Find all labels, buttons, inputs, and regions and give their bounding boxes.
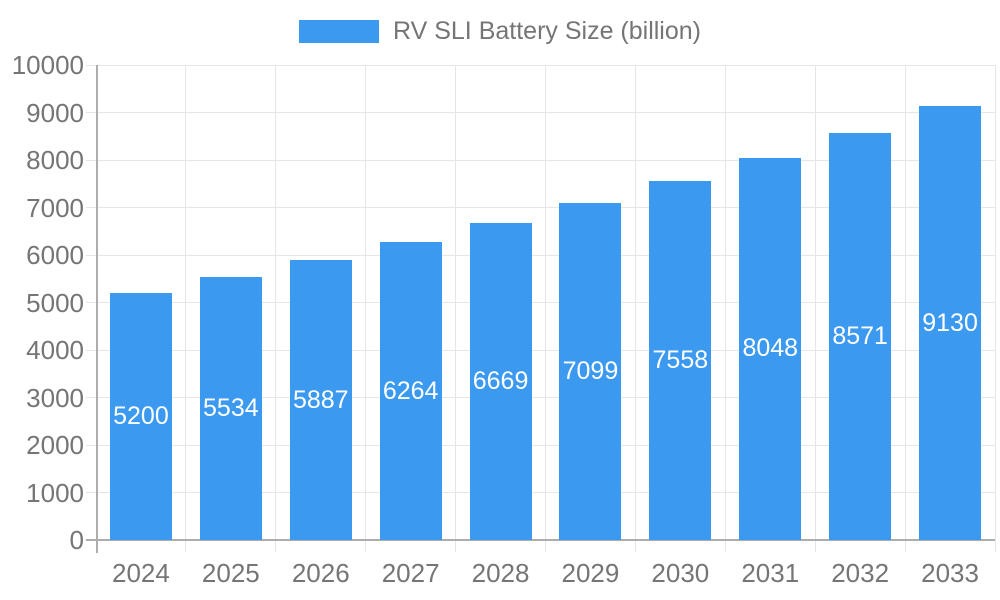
gridline-vertical (545, 65, 546, 552)
y-axis-tick-label: 3000 (26, 382, 84, 413)
bar-value-label: 8571 (832, 321, 888, 350)
y-axis-tick-label: 6000 (26, 240, 84, 270)
gridline-vertical (634, 65, 636, 552)
bar-value-label: 9130 (922, 308, 978, 337)
x-axis-line (86, 539, 995, 541)
y-axis-tick-label: 8000 (26, 145, 84, 175)
y-axis-tick-label: 7000 (26, 192, 84, 223)
gridline-vertical (455, 65, 457, 552)
gridline-horizontal (86, 207, 995, 208)
gridline-horizontal (86, 302, 995, 303)
x-axis-tick-label: 2025 (201, 558, 260, 588)
gridline-vertical (275, 65, 277, 552)
bar[interactable]: 7558 (649, 181, 712, 540)
y-axis-tick-label: 9000 (26, 97, 84, 128)
gridline-horizontal (86, 492, 995, 493)
gridline-horizontal (86, 159, 995, 161)
x-axis-tick-label: 2024 (112, 558, 170, 588)
bar[interactable]: 6264 (379, 242, 442, 540)
x-axis-tick-label: 2026 (291, 558, 350, 588)
x-axis-tick-label: 2028 (471, 558, 530, 588)
bar[interactable]: 6669 (469, 223, 532, 540)
bar[interactable]: 8048 (739, 157, 802, 540)
bar-value-label: 5200 (113, 402, 169, 430)
x-axis-tick-label: 2033 (921, 558, 979, 588)
bar-value-label: 8048 (742, 334, 799, 363)
gridline-vertical (994, 65, 996, 552)
bar[interactable]: 9130 (919, 106, 982, 540)
gridline-horizontal (86, 349, 995, 351)
bar[interactable]: 5200 (109, 293, 172, 540)
y-axis-tick-label: 0 (69, 525, 84, 555)
gridline-vertical (365, 65, 367, 552)
x-axis-tick-label: 2027 (381, 558, 440, 588)
legend[interactable]: RV SLI Battery Size (billion) (0, 17, 1000, 45)
bar[interactable]: 7099 (559, 202, 622, 540)
gridline-vertical (724, 65, 726, 552)
bar[interactable]: 5534 (199, 277, 262, 540)
gridline-horizontal (86, 64, 995, 66)
x-axis-tick-label: 2030 (651, 558, 710, 588)
bar[interactable]: 8571 (829, 132, 892, 540)
gridline-horizontal (86, 112, 995, 113)
bar-value-label: 5534 (203, 394, 259, 423)
y-axis-tick-label: 4000 (26, 335, 84, 365)
bar-value-label: 6669 (472, 367, 529, 396)
bar-value-label: 6264 (382, 376, 439, 405)
bar-value-label: 5887 (292, 385, 349, 414)
y-axis-tick-label: 2000 (26, 430, 84, 460)
x-axis-tick-label: 2031 (741, 558, 800, 588)
gridline-vertical (814, 65, 816, 552)
gridline-horizontal (86, 397, 995, 398)
legend-label: RV SLI Battery Size (billion) (393, 16, 701, 45)
plot-area: 5200 5534 5887 6264 6669 7099 7558 8048 8571 9130 (86, 64, 996, 553)
x-axis-tick-label: 2029 (561, 558, 620, 588)
bar[interactable]: 5887 (289, 260, 352, 540)
gridline-horizontal (86, 444, 995, 446)
legend-swatch (299, 19, 379, 43)
y-axis-line (96, 65, 98, 553)
gridline-vertical (904, 65, 906, 552)
gridline-horizontal (86, 254, 995, 256)
bar-value-label: 7558 (652, 346, 709, 374)
y-axis-tick-label: 1000 (26, 477, 84, 508)
bar-value-label: 7099 (562, 356, 619, 385)
gridline-vertical (185, 65, 187, 552)
y-axis-tick-label: 5000 (26, 287, 84, 318)
y-axis-tick-label: 10000 (11, 50, 84, 80)
x-axis-tick-label: 2032 (831, 558, 890, 588)
